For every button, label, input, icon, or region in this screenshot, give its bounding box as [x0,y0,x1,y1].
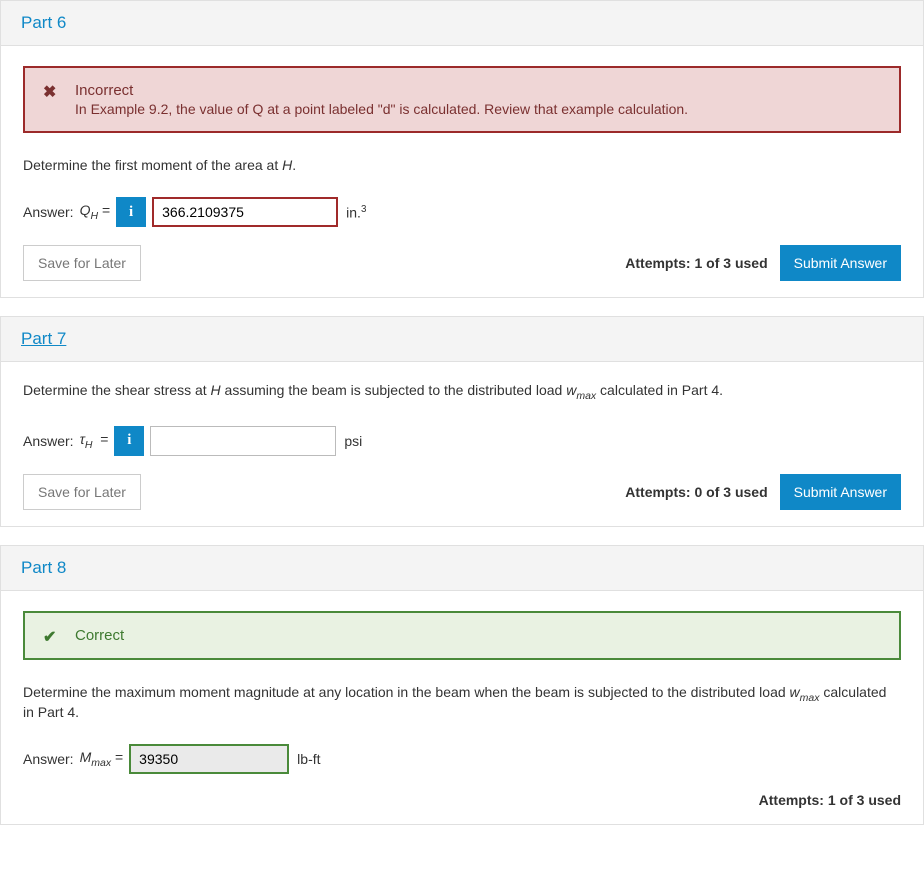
feedback-incorrect: ✖ Incorrect In Example 9.2, the value of… [23,66,901,133]
answer-input[interactable] [152,197,338,227]
save-for-later-button[interactable]: Save for Later [23,245,141,281]
info-icon[interactable]: i [116,197,146,227]
check-icon: ✔ [43,627,56,647]
answer-input[interactable] [150,426,336,456]
feedback-title: Incorrect [75,82,881,99]
part-panel-8: Part 8 ✔ Correct Determine the maximum m… [0,545,924,825]
answer-symbol: QH = [80,202,111,222]
submit-answer-button[interactable]: Submit Answer [780,245,901,281]
answer-row: Answer: QH = i in.3 [23,197,901,227]
part-title: Part 6 [21,13,66,32]
answer-input [129,744,289,774]
answer-symbol: Mmax = [80,749,124,769]
part-panel-6: Part 6 ✖ Incorrect In Example 9.2, the v… [0,0,924,298]
right-actions: Attempts: 1 of 3 used [759,792,901,808]
part-body: ✖ Incorrect In Example 9.2, the value of… [1,46,923,297]
part-body: Determine the shear stress at H assuming… [1,362,923,526]
answer-unit: in.3 [346,204,366,221]
actions-row: Save for Later Attempts: 1 of 3 used Sub… [23,245,901,281]
part-title: Part 8 [21,558,66,577]
actions-row: Attempts: 1 of 3 used [23,792,901,808]
question-prompt: Determine the first moment of the area a… [23,157,901,173]
question-prompt: Determine the maximum moment magnitude a… [23,684,901,720]
right-actions: Attempts: 1 of 3 used Submit Answer [625,245,901,281]
answer-symbol: τH = [80,431,109,451]
part-panel-7: Part 7 Determine the shear stress at H a… [0,316,924,527]
answer-unit: lb-ft [297,751,320,767]
submit-answer-button[interactable]: Submit Answer [780,474,901,510]
feedback-message: In Example 9.2, the value of Q at a poin… [75,101,881,117]
attempts-text: Attempts: 1 of 3 used [759,792,901,808]
part-header: Part 8 [1,546,923,591]
attempts-text: Attempts: 0 of 3 used [625,484,767,500]
part-header: Part 6 [1,1,923,46]
question-prompt: Determine the shear stress at H assuming… [23,382,901,402]
info-icon[interactable]: i [114,426,144,456]
answer-unit: psi [344,433,362,449]
attempts-text: Attempts: 1 of 3 used [625,255,767,271]
part-title[interactable]: Part 7 [21,329,66,348]
feedback-title: Correct [75,627,881,644]
answer-row: Answer: τH = i psi [23,426,901,456]
answer-prefix: Answer: [23,433,74,449]
right-actions: Attempts: 0 of 3 used Submit Answer [625,474,901,510]
x-icon: ✖ [43,82,56,102]
save-for-later-button[interactable]: Save for Later [23,474,141,510]
actions-row: Save for Later Attempts: 0 of 3 used Sub… [23,474,901,510]
part-body: ✔ Correct Determine the maximum moment m… [1,591,923,824]
answer-prefix: Answer: [23,751,74,767]
feedback-correct: ✔ Correct [23,611,901,660]
answer-row: Answer: Mmax = lb-ft [23,744,901,774]
part-header: Part 7 [1,317,923,362]
answer-prefix: Answer: [23,204,74,220]
